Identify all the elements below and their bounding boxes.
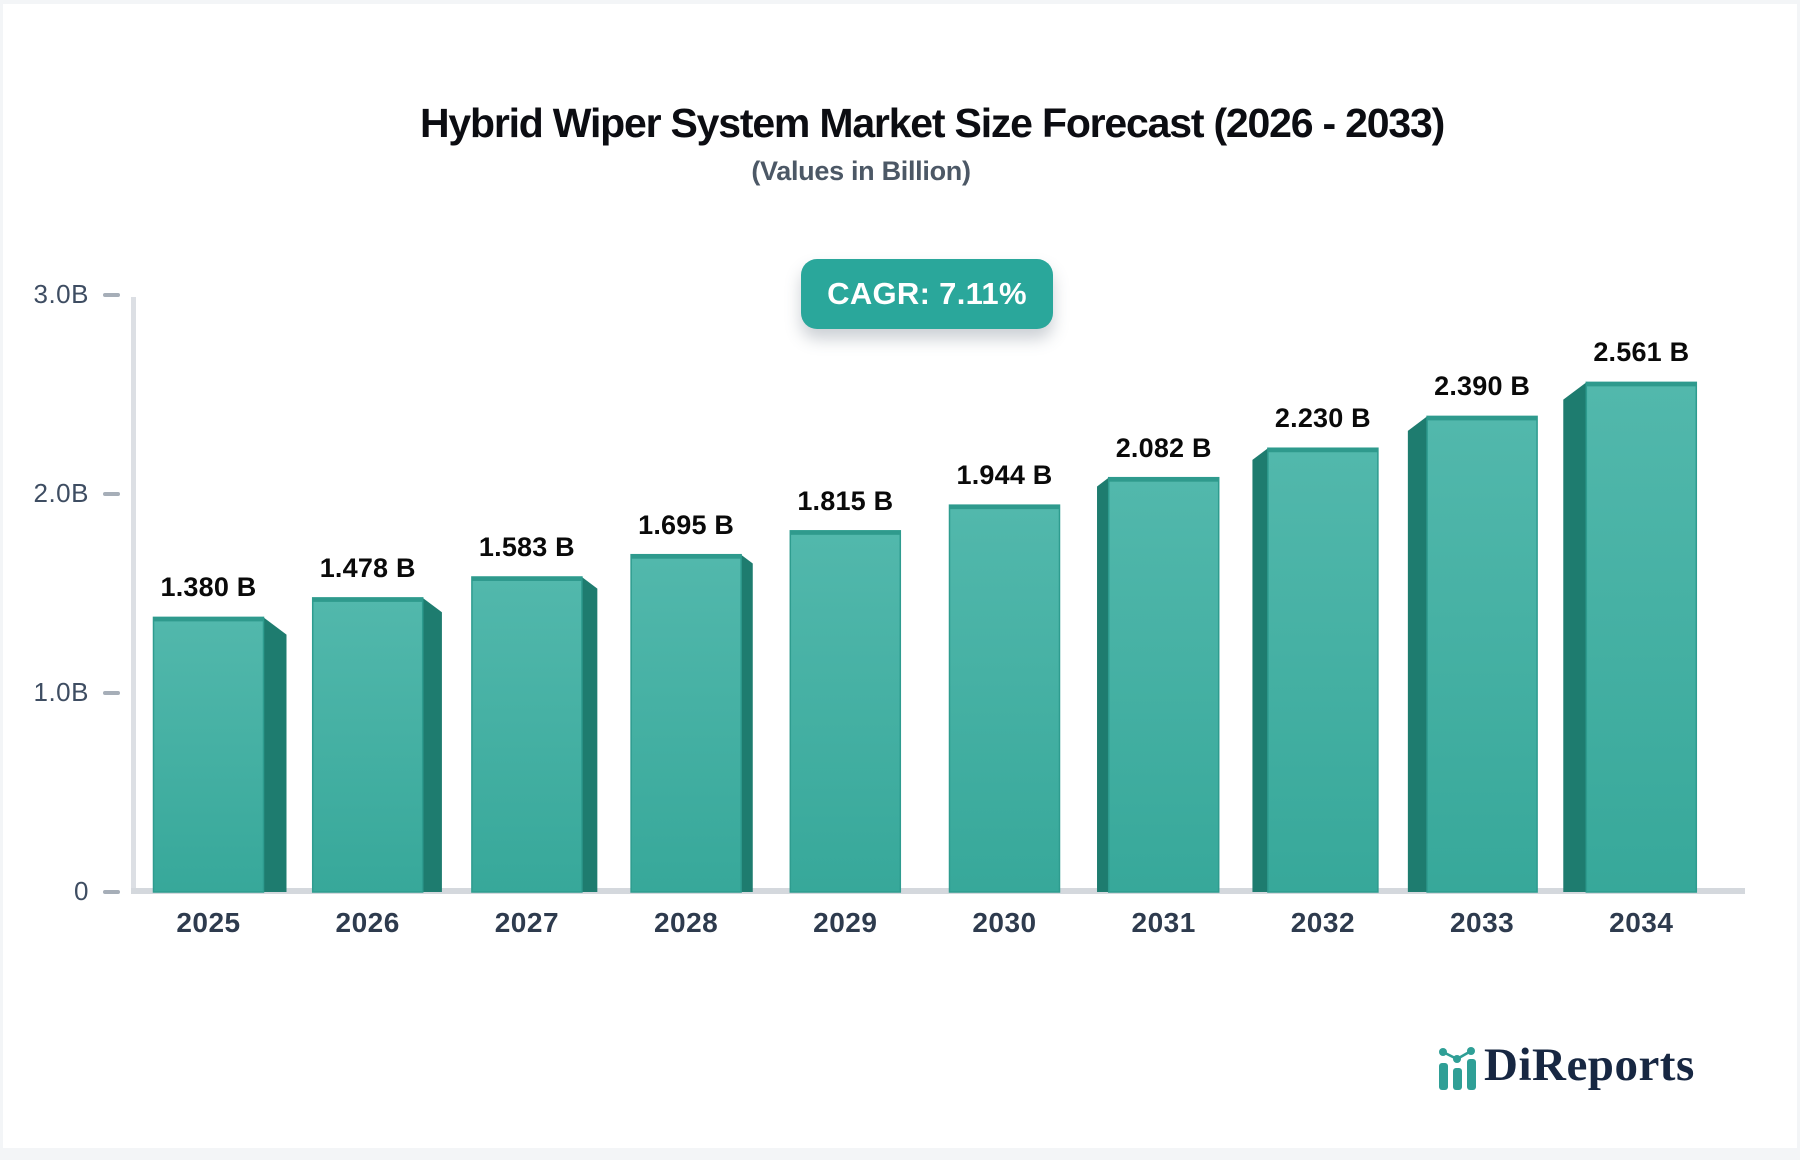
y-tick-mark	[103, 691, 120, 695]
bar-value-label: 1.583 B	[478, 531, 575, 562]
x-tick-label: 2028	[653, 907, 719, 938]
bar-side-2034	[1563, 382, 1587, 892]
y-axis-line	[131, 297, 136, 889]
bar-value-label: 1.695 B	[638, 509, 735, 540]
chart-title: Hybrid Wiper System Market Size Forecast…	[419, 100, 1445, 146]
x-tick-label: 2032	[1290, 907, 1356, 938]
bar-side-2031	[1097, 477, 1109, 892]
bars-plot-area	[152, 381, 1698, 893]
bar-value-label: 1.815 B	[797, 485, 894, 516]
cagr-badge-label: CAGR: 7.11%	[827, 276, 1027, 311]
bar-2026	[311, 597, 424, 893]
bar-2032	[1267, 447, 1379, 893]
x-tick-label: 2030	[972, 907, 1037, 938]
bar-side-2028	[741, 554, 753, 892]
bar-side-2026	[422, 597, 442, 892]
chart-subtitle: (Values in Billion)	[751, 156, 971, 186]
bar-side-2032	[1252, 448, 1268, 892]
bar-value-label: 1.380 B	[160, 572, 257, 603]
bar-2034	[1585, 381, 1698, 893]
bar-2027	[471, 576, 583, 893]
bar-2029	[789, 530, 902, 893]
bar-top-2026	[312, 597, 423, 602]
bar-value-label: 2.561 B	[1593, 337, 1690, 368]
bar-2031	[1107, 476, 1220, 893]
bar-top-2032	[1267, 448, 1378, 453]
bar-2030	[948, 504, 1061, 893]
bar-top-2030	[949, 505, 1060, 510]
y-tick-label: 2.0B	[33, 478, 89, 508]
x-tick-label: 2031	[1131, 907, 1196, 938]
x-tick-label: 2033	[1449, 907, 1515, 938]
mini-bar-line-chart-icon	[1439, 1047, 1476, 1090]
x-axis-line	[131, 888, 1745, 894]
y-tick-label: 0	[74, 876, 89, 906]
x-tick-label: 2027	[494, 907, 560, 938]
brand-logo-text: DiReports	[1484, 1039, 1695, 1091]
x-tick-label: 2026	[335, 907, 400, 938]
bar-top-2027	[471, 576, 582, 581]
brand-logo: DiReports	[1436, 1038, 1736, 1100]
x-tick-label: 2025	[176, 907, 241, 938]
bar-top-2025	[153, 617, 264, 622]
chart-card: Hybrid Wiper System Market Size Forecast…	[3, 4, 1797, 1148]
bar-top-2029	[790, 530, 901, 535]
bar-value-label: 2.230 B	[1274, 403, 1371, 434]
x-tick-label: 2034	[1609, 907, 1674, 938]
y-tick-label: 3.0B	[33, 279, 89, 309]
bar-value-label: 1.478 B	[319, 552, 416, 583]
y-tick-mark	[103, 293, 120, 297]
bar-top-2031	[1108, 477, 1219, 482]
cagr-badge: CAGR: 7.11%	[801, 259, 1053, 329]
bar-side-2027	[581, 576, 598, 892]
bar-value-label: 2.390 B	[1434, 371, 1531, 402]
bar-value-label: 2.082 B	[1115, 432, 1212, 463]
bar-top-2028	[631, 554, 742, 559]
bar-2025	[152, 616, 265, 893]
bar-2028	[630, 553, 742, 893]
y-tick-label: 1.0B	[33, 677, 89, 707]
x-tick-label: 2029	[813, 907, 878, 938]
bar-side-2025	[263, 617, 287, 892]
bar-top-2033	[1427, 416, 1538, 421]
bar-top-2034	[1586, 382, 1697, 387]
y-tick-mark	[103, 890, 120, 894]
bar-2033	[1426, 415, 1538, 893]
y-tick-mark	[103, 492, 120, 496]
bar-side-2033	[1407, 416, 1428, 892]
bar-value-label: 1.944 B	[956, 460, 1053, 491]
